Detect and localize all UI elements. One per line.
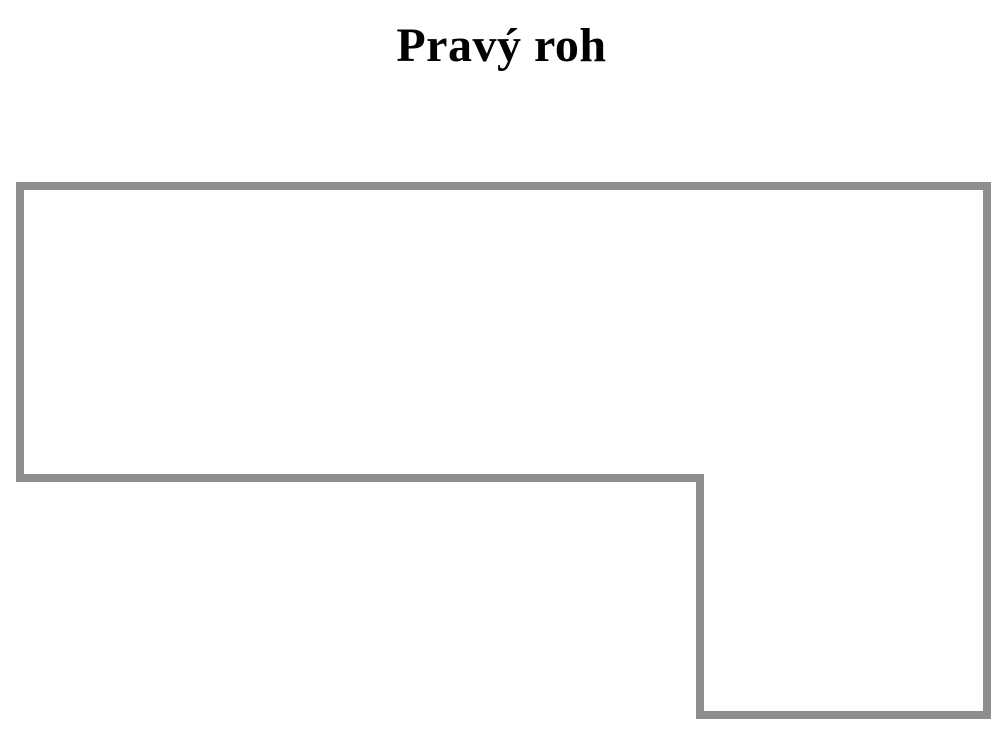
shape-diagram xyxy=(0,0,1003,742)
shape-svg xyxy=(0,0,1003,737)
page-root: Pravý roh xyxy=(0,0,1003,737)
shape-outline xyxy=(20,186,987,715)
